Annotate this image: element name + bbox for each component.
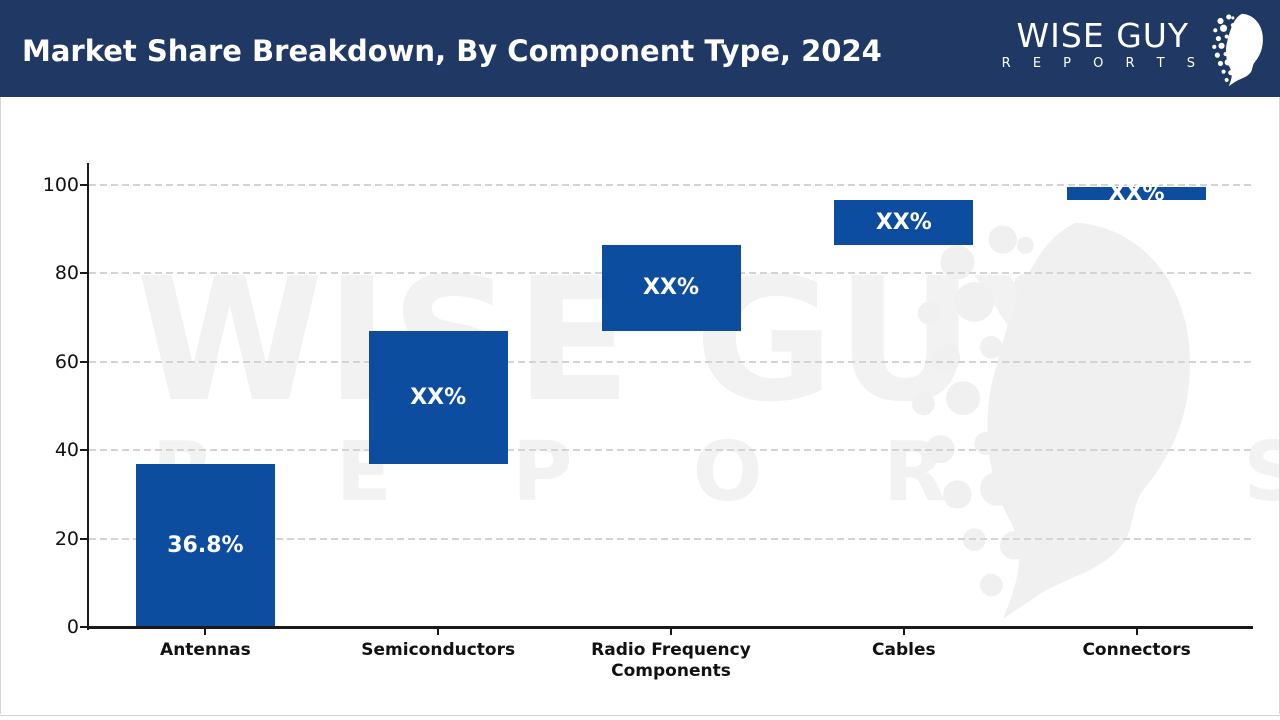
- y-axis-tick-label: 0: [66, 616, 79, 638]
- logo-text: WISE GUY R E P O R T S: [1001, 16, 1204, 71]
- y-axis-tick-label: 20: [54, 527, 79, 550]
- page-title: Market Share Breakdown, By Component Typ…: [22, 34, 882, 68]
- y-axis-tick-label: 80: [54, 262, 79, 285]
- y-tick-mark: [80, 626, 88, 628]
- x-tick-mark: [204, 627, 207, 635]
- gridline-60: [89, 360, 1253, 363]
- bar-value-label-cables: XX%: [875, 209, 932, 235]
- bar-value-label-radio-frequency-components: XX%: [643, 274, 699, 300]
- bar-antennas: [135, 464, 275, 627]
- y-tick-mark: [80, 184, 88, 186]
- figure-bottom-border: [0, 715, 1280, 716]
- logo-wordmark: WISE GUY: [1016, 16, 1190, 55]
- x-tick-mark: [902, 627, 905, 635]
- bar-semiconductors: [368, 330, 508, 465]
- x-axis-category-label: Cables: [872, 640, 936, 660]
- x-tick-mark: [1135, 627, 1138, 635]
- y-axis-tick-label: 60: [54, 350, 79, 373]
- bar-radio-frequency-components: [601, 244, 741, 331]
- x-axis-category-label: Semiconductors: [361, 640, 516, 660]
- bar-value-label-semiconductors: XX%: [410, 384, 467, 410]
- logo-subtitle: R E P O R T S: [1001, 55, 1204, 71]
- y-tick-mark: [80, 272, 88, 275]
- y-tick-mark: [80, 449, 88, 452]
- x-axis-category-label: Antennas: [160, 640, 251, 660]
- y-tick-mark: [80, 360, 88, 363]
- bar-value-label-antennas: 36.8%: [167, 532, 244, 558]
- header-bar: Market Share Breakdown, By Component Typ…: [0, 0, 1280, 97]
- x-axis-category-label: Radio Frequency Components: [591, 640, 751, 682]
- y-tick-mark: [80, 537, 88, 540]
- x-axis-line: [87, 626, 1253, 629]
- y-axis-tick-label: 40: [54, 439, 79, 462]
- gridline-40: [89, 449, 1253, 452]
- bar-cables: [834, 200, 974, 245]
- watermark-face-icon: [912, 222, 1191, 620]
- y-axis-tick-label: 100: [42, 174, 79, 196]
- gridline-100: [89, 184, 1253, 186]
- x-tick-mark: [437, 627, 440, 635]
- y-axis-line: [87, 163, 89, 630]
- face-profile-icon: [1212, 13, 1263, 87]
- bar-value-label-connectors: XX%: [1108, 180, 1165, 206]
- bar-connectors: [1067, 187, 1207, 201]
- wiseguy-logo: WISE GUY R E P O R T S: [1002, 5, 1270, 93]
- x-tick-mark: [670, 627, 672, 635]
- x-axis-category-label: Connectors: [1082, 640, 1191, 660]
- gridline-20: [89, 537, 1253, 540]
